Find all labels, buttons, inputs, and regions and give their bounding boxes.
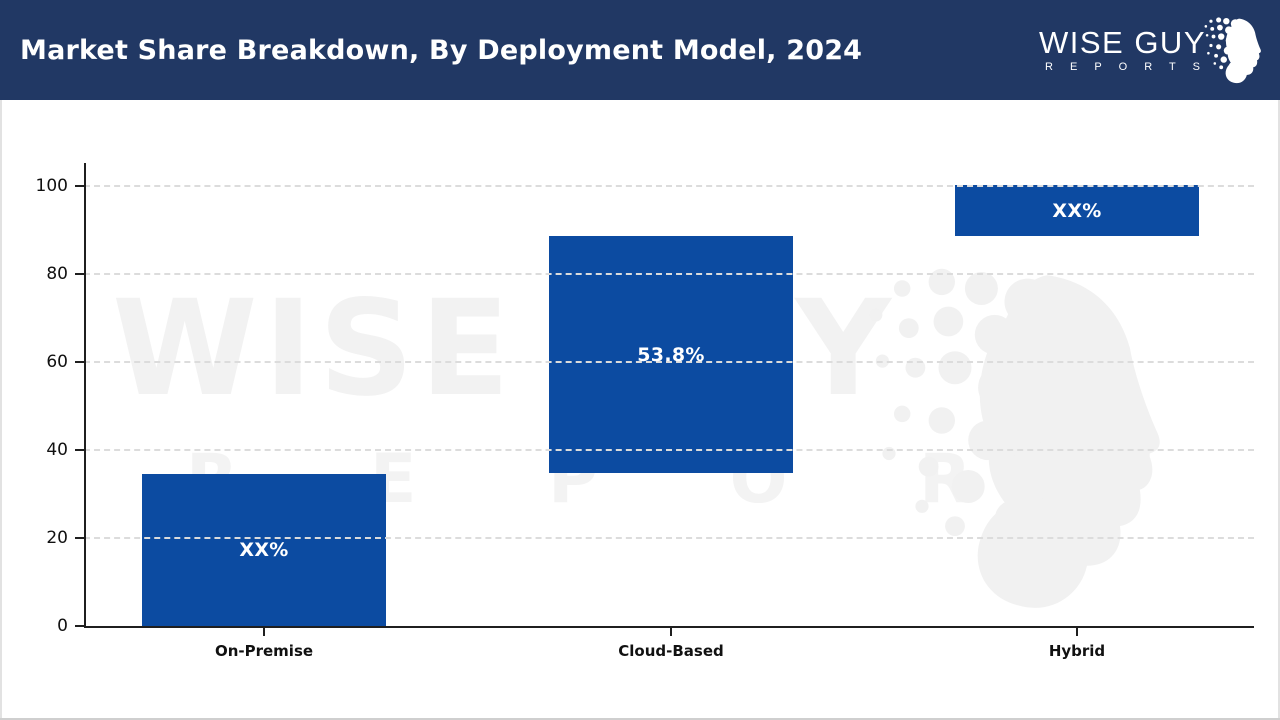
y-tick-label: 0: [57, 616, 68, 636]
brand-name: WISE GUY: [1038, 25, 1206, 60]
gridline: [84, 361, 1254, 363]
y-tick-label: 60: [46, 352, 68, 372]
page-title: Market Share Breakdown, By Deployment Mo…: [20, 34, 863, 66]
y-tick-label: 100: [35, 176, 68, 196]
y-tick-mark: [75, 537, 84, 539]
gridline: [84, 273, 1254, 275]
bar-value-label: XX%: [239, 538, 289, 561]
y-tick-mark: [75, 449, 84, 451]
y-tick-label: 40: [46, 440, 68, 460]
y-axis-spine: [84, 163, 86, 628]
x-tick-label: Cloud-Based: [618, 642, 724, 660]
bar-on-premise: [142, 473, 386, 626]
x-tick-label: Hybrid: [1048, 642, 1106, 660]
x-tick-mark: [263, 628, 265, 636]
y-tick-label: 20: [46, 528, 68, 548]
brand-logo: WISE GUY R E P O R T S: [1039, 0, 1266, 100]
y-tick-mark: [75, 273, 84, 275]
wise-guy-head-icon: [1204, 17, 1261, 84]
x-axis-spine: [84, 626, 1254, 628]
y-tick-mark: [75, 361, 84, 363]
bar-hybrid: [955, 185, 1199, 237]
y-tick-label: 80: [46, 264, 68, 284]
brand-logo-text: WISE GUY R E P O R T S: [1039, 27, 1206, 73]
brand-subtitle: R E P O R T S: [1045, 61, 1207, 73]
watermark-head-icon: [869, 268, 1160, 608]
header-bar: Market Share Breakdown, By Deployment Mo…: [0, 0, 1280, 100]
gridline: [84, 185, 1254, 187]
gridline: [84, 537, 1254, 539]
y-tick-mark: [75, 185, 84, 187]
bar-cloud-based: [549, 236, 793, 473]
x-tick-mark: [670, 628, 672, 636]
x-tick-mark: [1076, 628, 1078, 636]
y-tick-mark: [75, 625, 84, 627]
x-tick-label: On-Premise: [214, 642, 314, 660]
gridline: [84, 449, 1254, 451]
bar-value-label: 53.8%: [637, 343, 705, 366]
bar-value-label: XX%: [1052, 199, 1102, 222]
